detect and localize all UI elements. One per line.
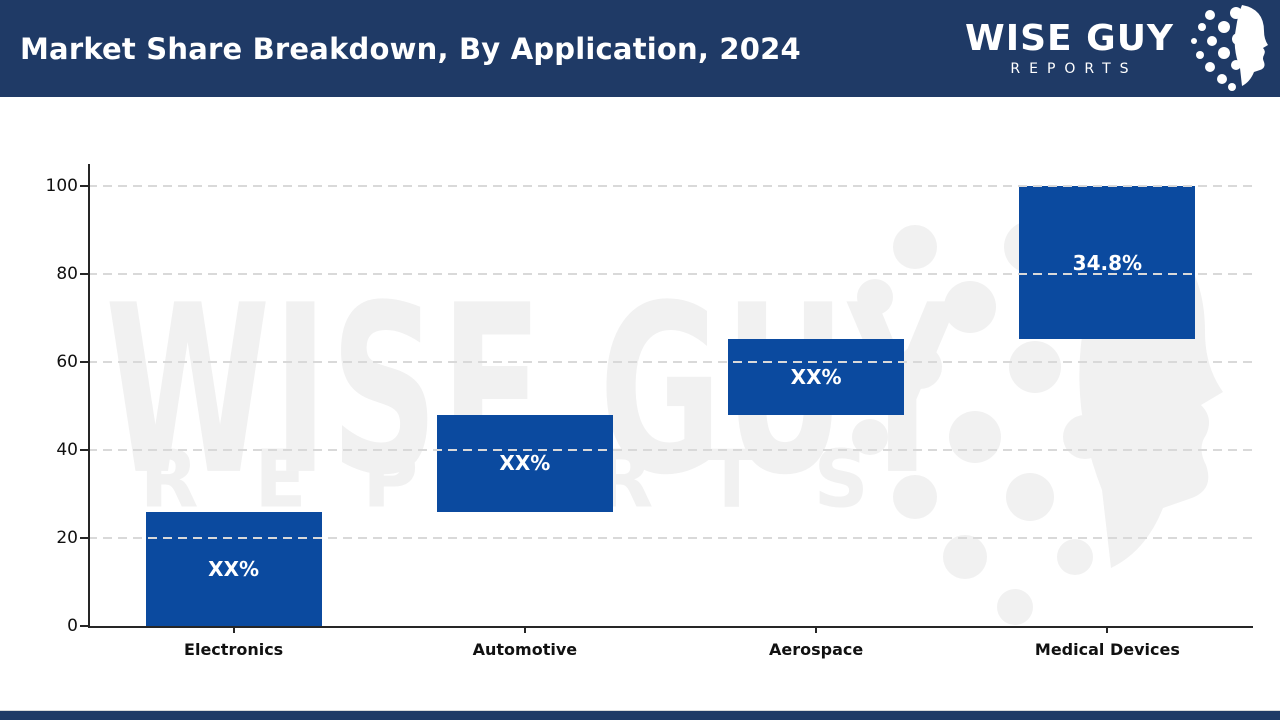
y-tick-label: 20 [56,528,78,548]
x-tick-mark [815,626,818,633]
footer-bar [0,711,1280,720]
x-tick-mark [523,626,526,633]
logo-subtitle: REPORTS [1010,60,1138,77]
gridline [88,185,1256,187]
x-tick-mark [232,626,235,633]
header-banner: Market Share Breakdown, By Application, … [0,0,1280,97]
x-tick-mark [1106,626,1109,633]
bar-medical-devices [1019,186,1196,340]
logo-wordmark: WISE GUY [964,17,1174,59]
x-category-label: Automotive [472,640,578,659]
gridline [88,361,1256,363]
y-tick-mark [80,273,88,275]
bar-value-label: XX% [790,364,842,389]
logo-text: WISE GUY REPORTS [964,17,1174,77]
y-tick-mark [80,185,88,187]
y-tick-label: 0 [67,616,78,636]
bar-automotive [436,414,613,512]
gridline [88,537,1256,539]
y-tick-label: 60 [56,352,78,372]
dotted-face-icon [1191,4,1268,91]
bar-value-label: XX% [499,451,551,476]
bar-aerospace [728,339,905,415]
page-title: Market Share Breakdown, By Application, … [20,31,801,66]
x-axis-line [88,626,1253,628]
x-category-label: Medical Devices [1034,640,1180,659]
y-tick-mark [80,449,88,451]
y-tick-mark [80,537,88,539]
x-category-label: Aerospace [769,640,864,659]
y-tick-mark [80,625,88,627]
wise-guy-reports-logo: WISE GUY REPORTS [965,3,1280,95]
gridline [88,273,1256,275]
footer-divider [0,710,1280,711]
y-axis-line [88,164,90,626]
bar-value-label: XX% [208,556,260,581]
y-tick-label: 100 [45,176,78,196]
y-tick-mark [80,361,88,363]
chart-canvas: WISE GUY REPORTS 020406080100XX%Electron… [0,97,1280,710]
bar-value-label: 34.8% [1072,250,1143,275]
y-tick-label: 40 [56,440,78,460]
y-tick-label: 80 [56,264,78,284]
gridline [88,449,1256,451]
bar-electronics [145,511,322,626]
x-category-label: Electronics [184,640,284,659]
